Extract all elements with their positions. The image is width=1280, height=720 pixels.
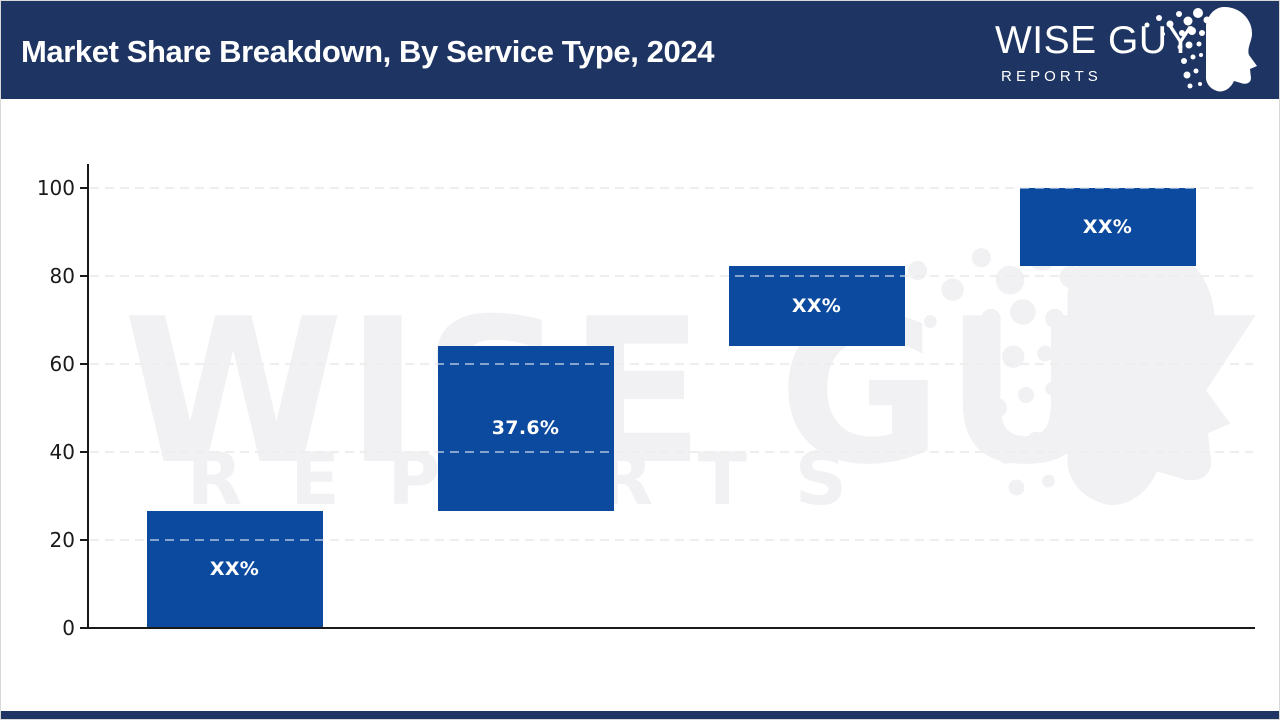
y-axis-tick-label: 0: [62, 616, 75, 640]
gridline-overlay: [90, 363, 1253, 365]
chart-title: Market Share Breakdown, By Service Type,…: [21, 34, 715, 69]
bar-value-label: XX%: [1082, 216, 1133, 239]
watermark-wordmark: WISE GUY: [123, 276, 1256, 509]
gridline-overlay: [90, 275, 1253, 277]
y-axis-tick-label: 60: [49, 352, 75, 376]
x-axis-spine: [87, 627, 1255, 629]
y-axis-tick: [80, 363, 88, 365]
bar-value-label: XX%: [791, 294, 842, 317]
gridline-overlay: [90, 539, 1253, 541]
y-axis-tick: [80, 187, 88, 189]
y-axis-spine: [87, 164, 89, 629]
watermark-face-icon: [871, 235, 1231, 505]
gridline-overlay: [90, 187, 1253, 189]
gridline-overlay: [90, 451, 1253, 453]
bar-segment: XX%: [1019, 188, 1196, 267]
bar-segment: XX%: [146, 510, 323, 628]
face-profile-icon: [1206, 6, 1257, 92]
header-banner: Market Share Breakdown, By Service Type,…: [1, 1, 1279, 99]
y-axis-tick-label: 100: [36, 176, 75, 200]
y-axis-tick-label: 80: [49, 264, 75, 288]
wise-guy-reports-logo: WISE GUY R E P O R T S: [995, 6, 1257, 92]
bar-segment: XX%: [728, 266, 905, 346]
y-axis-tick-label: 40: [49, 440, 75, 464]
bar-value-label: 37.6%: [491, 417, 560, 440]
logo-primary-text: WISE GUY: [995, 19, 1194, 62]
footer-accent-bar: [1, 711, 1279, 719]
y-axis-tick: [80, 539, 88, 541]
bar-segment: 37.6%: [437, 345, 614, 511]
y-axis-tick: [80, 275, 88, 277]
logo-secondary-text: R E P O R T S: [1001, 68, 1098, 85]
y-axis-tick: [80, 627, 88, 629]
bar-value-label: XX%: [209, 558, 260, 581]
y-axis-tick-label: 20: [49, 528, 75, 552]
y-axis-tick: [80, 451, 88, 453]
